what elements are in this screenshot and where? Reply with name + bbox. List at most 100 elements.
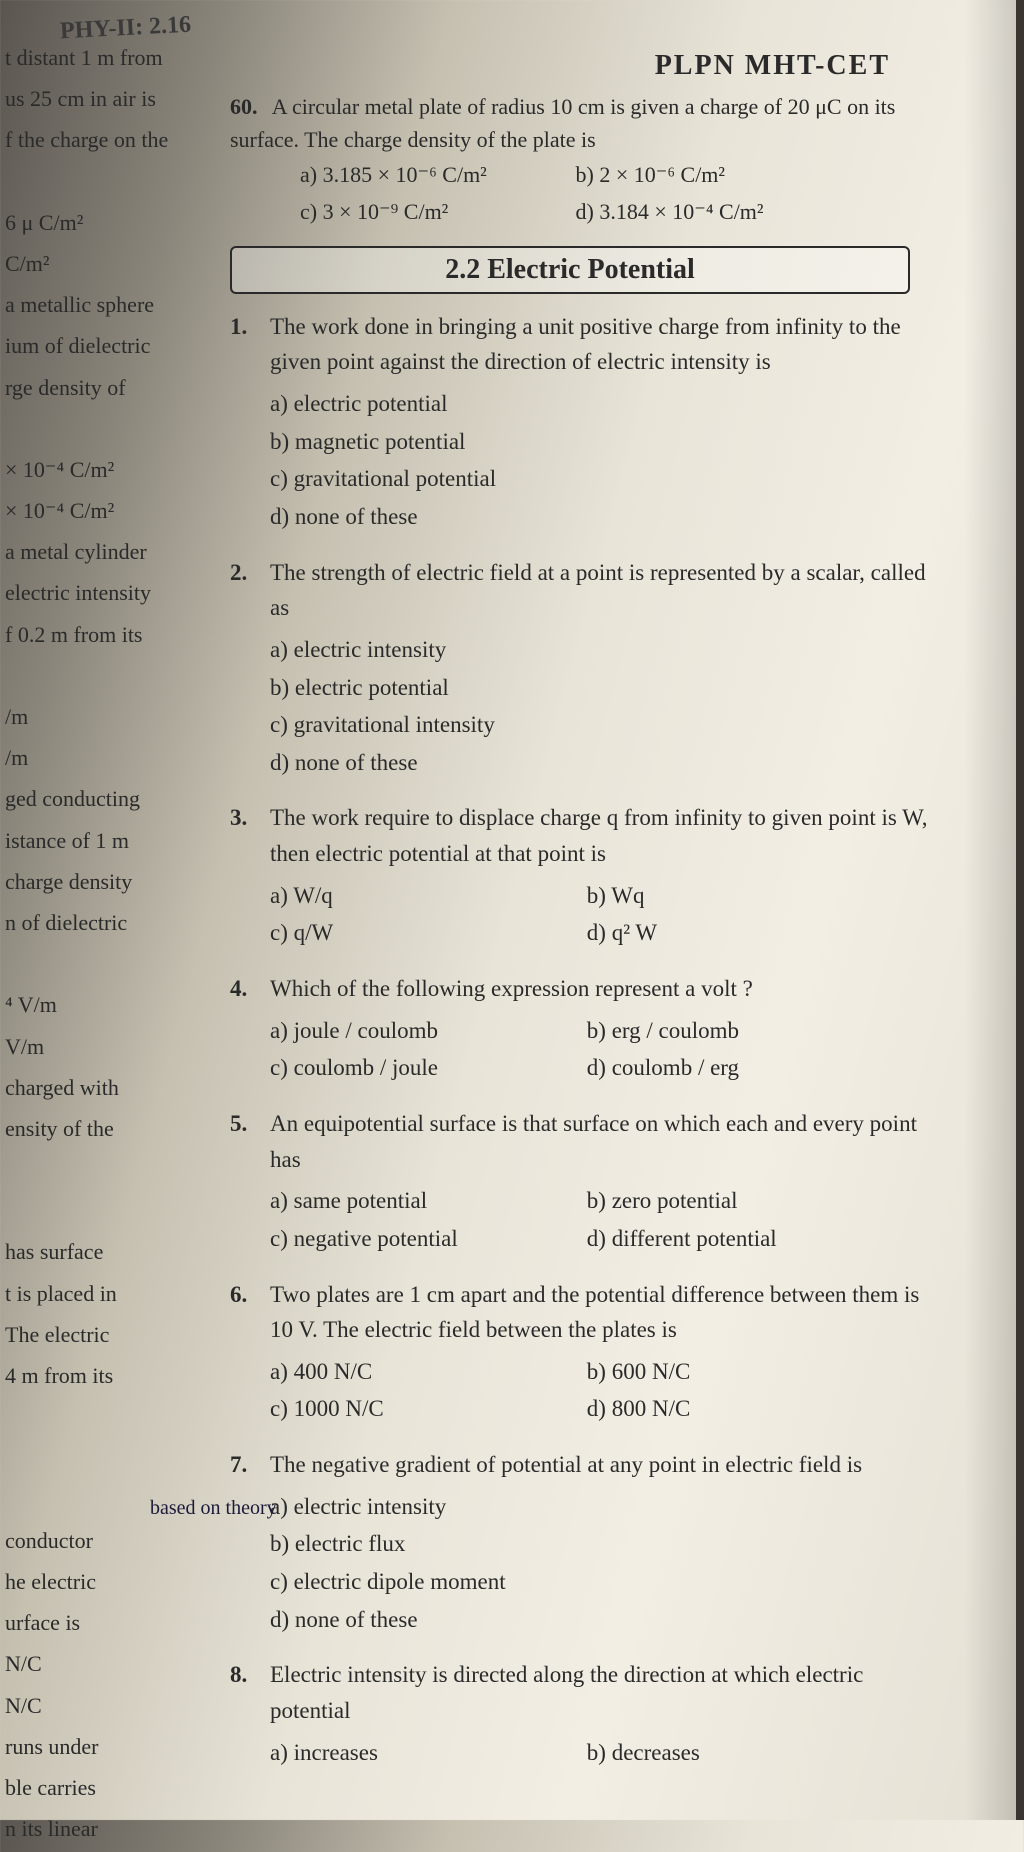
question-number: 3. xyxy=(230,800,270,836)
option: b) electric flux xyxy=(270,1526,930,1562)
question-body: The work require to displace charge q fr… xyxy=(270,800,930,953)
question-number: 1. xyxy=(230,309,270,345)
option: b) decreases xyxy=(587,1735,904,1771)
left-fragment: The electric xyxy=(5,1317,200,1352)
question: 1.The work done in bringing a unit posit… xyxy=(210,309,950,537)
left-fragment xyxy=(5,411,200,446)
left-fragment: C/m² xyxy=(5,246,200,281)
left-fragment: t distant 1 m from xyxy=(5,40,200,75)
left-fragment: /m xyxy=(5,740,200,775)
section-title: 2.2 Electric Potential xyxy=(230,246,910,294)
question-number: 7. xyxy=(230,1447,270,1483)
left-fragment xyxy=(5,946,200,981)
option: a) increases xyxy=(270,1735,587,1771)
exam-name: PLPN MHT-CET xyxy=(210,50,890,82)
question-body: The strength of electric field at a poin… xyxy=(270,555,930,783)
question-text: The negative gradient of potential at an… xyxy=(270,1447,930,1483)
option: b) 600 N/C xyxy=(587,1354,904,1390)
option: a) electric intensity xyxy=(270,632,930,668)
option: d) q² W xyxy=(587,915,904,951)
options: a) increasesb) decreases xyxy=(270,1735,930,1773)
option-a: a) 3.185 × 10⁻⁶ C/m² xyxy=(300,156,540,193)
question-number: 4. xyxy=(230,971,270,1007)
option-b: b) 2 × 10⁻⁶ C/m² xyxy=(576,156,816,193)
left-fragment xyxy=(5,658,200,693)
question-text: An equipotential surface is that surface… xyxy=(270,1106,930,1177)
left-fragment: ium of dielectric xyxy=(5,328,200,363)
options: a) electric potentialb) magnetic potenti… xyxy=(270,386,930,535)
left-fragment: charged with xyxy=(5,1070,200,1105)
left-fragment xyxy=(5,164,200,199)
options: a) electric intensityb) electric potenti… xyxy=(270,632,930,781)
option: c) 1000 N/C xyxy=(270,1391,587,1427)
option: a) 400 N/C xyxy=(270,1354,587,1390)
left-fragment: he electric xyxy=(5,1564,200,1599)
left-fragment xyxy=(5,1152,200,1187)
left-fragment: n of dielectric xyxy=(5,905,200,940)
option: c) negative potential xyxy=(270,1221,587,1257)
question: 4.Which of the following expression repr… xyxy=(210,971,950,1088)
left-fragment: istance of 1 m xyxy=(5,823,200,858)
left-fragment: electric intensity xyxy=(5,575,200,610)
option: d) coulomb / erg xyxy=(587,1050,904,1086)
question-body: An equipotential surface is that surface… xyxy=(270,1106,930,1259)
left-fragment xyxy=(5,1193,200,1228)
option: a) same potential xyxy=(270,1183,587,1219)
option: b) magnetic potential xyxy=(270,424,930,460)
left-fragment: N/C xyxy=(5,1688,200,1723)
question: 8.Electric intensity is directed along t… xyxy=(210,1657,950,1772)
left-fragment: ged conducting xyxy=(5,781,200,816)
question-body: Two plates are 1 cm apart and the potent… xyxy=(270,1277,930,1430)
left-fragment: us 25 cm in air is xyxy=(5,81,200,116)
question-text: The strength of electric field at a poin… xyxy=(270,555,930,626)
options: a) electric intensityb) electric fluxc) … xyxy=(270,1489,930,1638)
question: 7.The negative gradient of potential at … xyxy=(210,1447,950,1639)
option: b) Wq xyxy=(587,878,904,914)
option: b) erg / coulomb xyxy=(587,1013,904,1049)
option: c) electric dipole moment xyxy=(270,1564,930,1600)
question-60: 60. A circular metal plate of radius 10 … xyxy=(210,90,950,231)
question-body: The negative gradient of potential at an… xyxy=(270,1447,930,1639)
question-text: Which of the following expression repres… xyxy=(270,971,930,1007)
question-text: Two plates are 1 cm apart and the potent… xyxy=(270,1277,930,1348)
question: 6.Two plates are 1 cm apart and the pote… xyxy=(210,1277,950,1430)
option: c) gravitational intensity xyxy=(270,707,930,743)
page-edge-shadow xyxy=(964,0,1024,1820)
left-fragment: /m xyxy=(5,699,200,734)
question-text: The work require to displace charge q fr… xyxy=(270,800,930,871)
option: d) none of these xyxy=(270,1602,930,1638)
question-body: Which of the following expression repres… xyxy=(270,971,930,1088)
question-number: 8. xyxy=(230,1657,270,1693)
left-fragment: ensity of the xyxy=(5,1111,200,1146)
question-number: 60. xyxy=(230,90,258,123)
question: 2.The strength of electric field at a po… xyxy=(210,555,950,783)
left-fragment: n its linear xyxy=(5,1811,200,1846)
left-fragment: runs under xyxy=(5,1729,200,1764)
option: d) none of these xyxy=(270,499,930,535)
left-fragment: t is placed in xyxy=(5,1276,200,1311)
handwritten-note: based on theory xyxy=(150,1493,277,1524)
left-fragment: charge density xyxy=(5,864,200,899)
left-fragment: N/C xyxy=(5,1646,200,1681)
option: c) q/W xyxy=(270,915,587,951)
left-cut-column: t distant 1 m fromus 25 cm in air isf th… xyxy=(0,40,200,1852)
left-fragment: f 0.2 m from its xyxy=(5,617,200,652)
option: a) W/q xyxy=(270,878,587,914)
option-d: d) 3.184 × 10⁻⁴ C/m² xyxy=(576,193,816,230)
question-body: Electric intensity is directed along the… xyxy=(270,1657,930,1772)
question-number: 5. xyxy=(230,1106,270,1142)
left-fragment: 6 μ C/m² xyxy=(5,205,200,240)
left-fragment: ⁴ V/m xyxy=(5,987,200,1022)
option: c) gravitational potential xyxy=(270,461,930,497)
option-row: c) 3 × 10⁻⁹ C/m² d) 3.184 × 10⁻⁴ C/m² xyxy=(230,193,950,230)
left-fragment xyxy=(5,1440,200,1475)
question-text: A circular metal plate of radius 10 cm i… xyxy=(230,94,895,152)
option: a) joule / coulomb xyxy=(270,1013,587,1049)
questions-container: 1.The work done in bringing a unit posit… xyxy=(210,309,950,1772)
question-number: 6. xyxy=(230,1277,270,1313)
options: a) 400 N/Cb) 600 N/Cc) 1000 N/Cd) 800 N/… xyxy=(270,1354,930,1429)
left-fragment: × 10⁻⁴ C/m² xyxy=(5,493,200,528)
option: d) none of these xyxy=(270,745,930,781)
left-fragment: ble carries xyxy=(5,1770,200,1805)
question-text: Electric intensity is directed along the… xyxy=(270,1657,930,1728)
